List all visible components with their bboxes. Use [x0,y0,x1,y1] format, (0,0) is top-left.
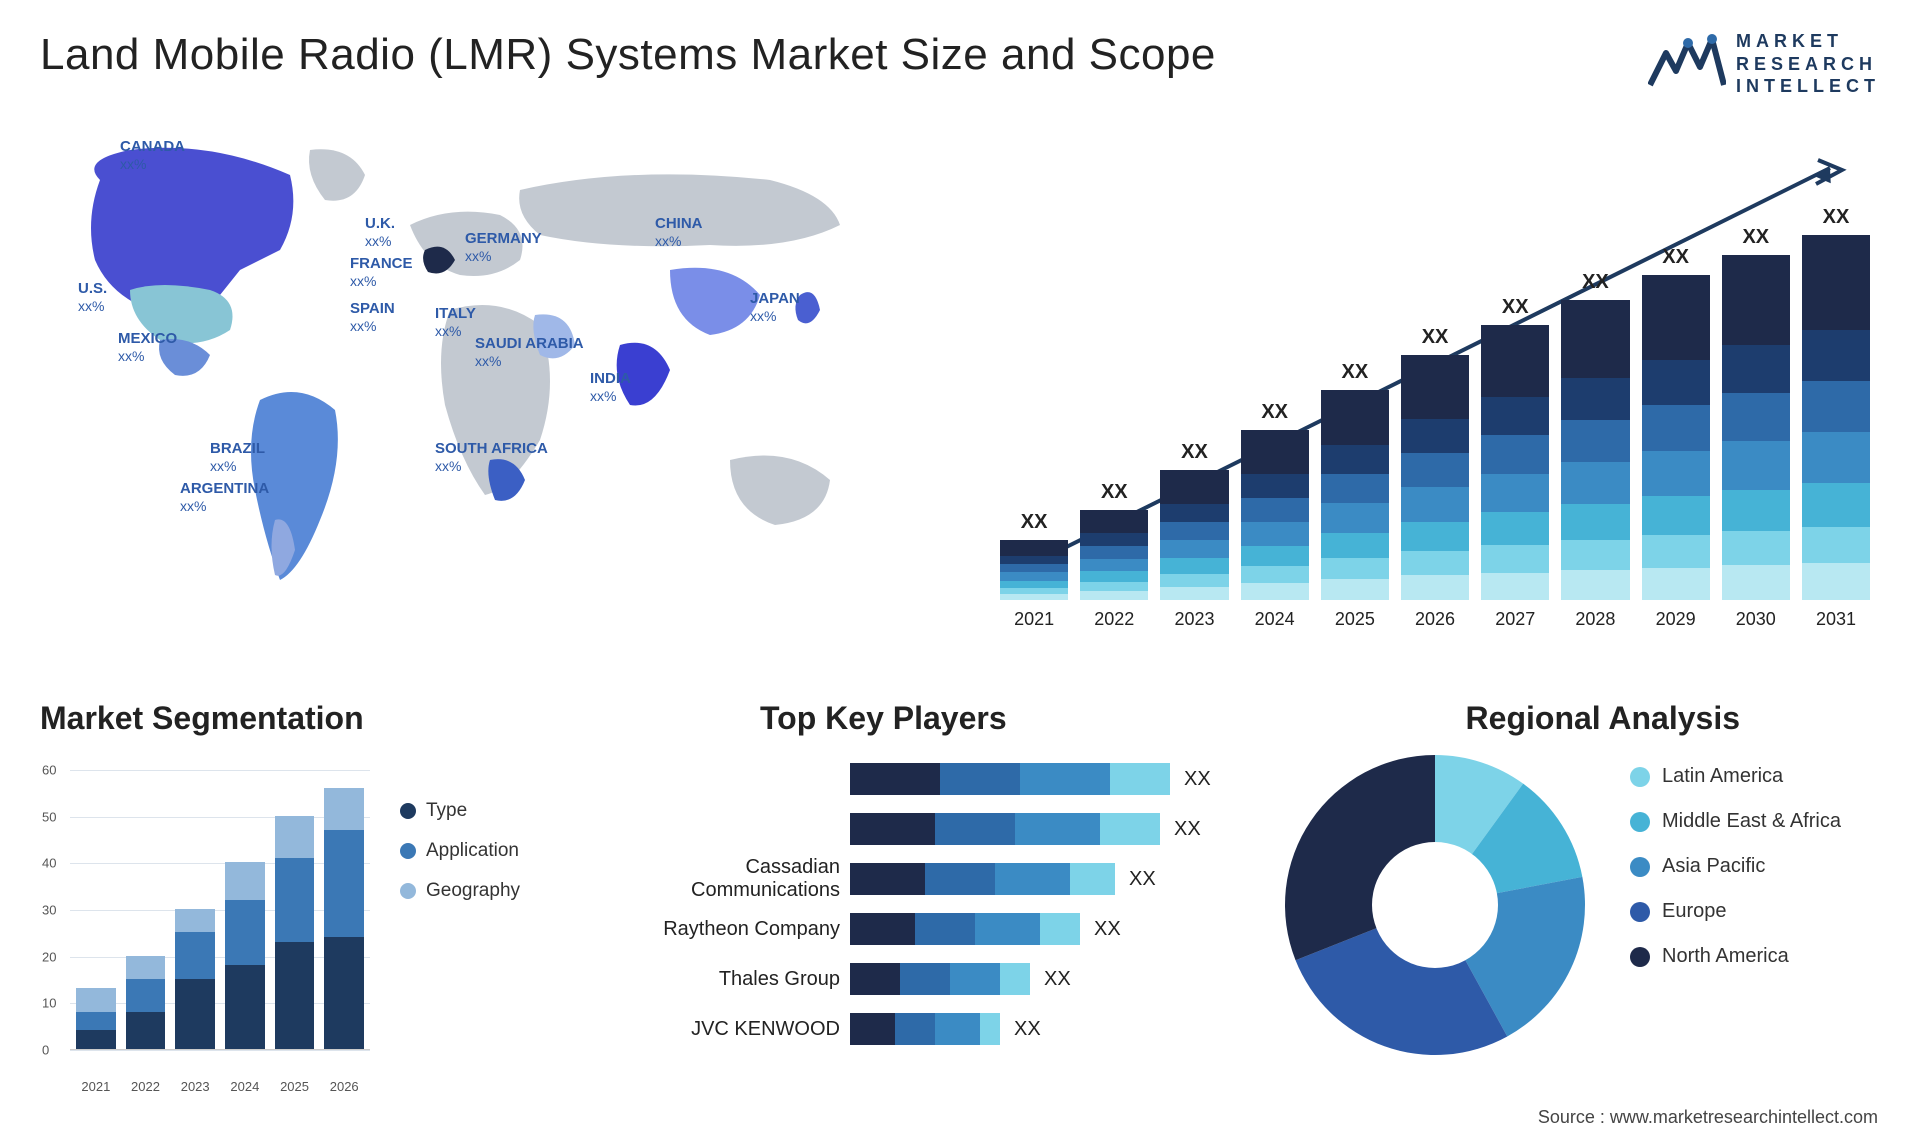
segmentation-chart: 0102030405060 202120222023202420252026 T… [30,750,580,1090]
seg-legend-item: Geography [400,880,520,902]
player-name: JVC KENWOOD [600,1018,850,1041]
regional-title: Regional Analysis [1466,700,1740,737]
growth-year-label: 2031 [1802,609,1870,630]
regional-legend-item: Europe [1630,900,1841,923]
map-label: FRANCExx% [350,255,413,291]
world-map: CANADAxx% U.S.xx% MEXICOxx% BRAZILxx% ARGENT… [30,120,930,640]
player-value: XX [1044,968,1071,991]
player-value: XX [1129,868,1156,891]
segmentation-legend: Type Application Geography [400,800,520,920]
player-row: Thales Group XX [600,960,1250,998]
logo-text-1: MARKET [1736,30,1880,53]
player-row: XX [600,760,1250,798]
map-label: CHINAxx% [655,215,703,251]
seg-year-label: 2021 [76,1079,116,1094]
world-map-svg [30,120,930,640]
seg-bar [225,862,265,1049]
seg-bar [324,788,364,1049]
regional-legend-item: Middle East & Africa [1630,810,1841,833]
growth-year-label: 2030 [1722,609,1790,630]
segmentation-title: Market Segmentation [40,700,364,737]
seg-year-label: 2026 [324,1079,364,1094]
growth-bar: XX [1241,401,1309,600]
map-label: JAPANxx% [750,290,800,326]
donut-svg [1280,750,1590,1060]
map-label: SPAINxx% [350,300,395,336]
seg-ytick: 30 [42,903,56,918]
player-row: Cassadian CommunicationsXX [600,860,1250,898]
map-label: U.K.xx% [365,215,395,251]
seg-year-label: 2024 [225,1079,265,1094]
growth-bar: XX [1080,481,1148,600]
seg-bar [126,956,166,1049]
growth-year-label: 2024 [1241,609,1309,630]
map-label: GERMANYxx% [465,230,542,266]
player-name: Cassadian Communications [600,856,850,902]
regional-legend-item: North America [1630,945,1841,968]
growth-bar: XX [1802,206,1870,600]
growth-bar: XX [1401,326,1469,600]
seg-ytick: 60 [42,763,56,778]
seg-legend-item: Application [400,840,520,862]
seg-year-label: 2022 [126,1079,166,1094]
growth-bar: XX [1481,296,1549,600]
logo-icon [1648,33,1726,95]
seg-ytick: 0 [42,1043,49,1058]
growth-chart: XXXXXXXXXXXXXXXXXXXXXX 20212022202320242… [1000,150,1870,630]
growth-year-label: 2021 [1000,609,1068,630]
seg-ytick: 50 [42,809,56,824]
players-title: Top Key Players [760,700,1007,737]
seg-ytick: 20 [42,949,56,964]
seg-year-label: 2023 [175,1079,215,1094]
growth-year-label: 2028 [1561,609,1629,630]
seg-bar [175,909,215,1049]
logo-text-2: RESEARCH [1736,53,1880,76]
map-label: ARGENTINAxx% [180,480,269,516]
seg-year-label: 2025 [275,1079,315,1094]
regional-chart: Latin America Middle East & Africa Asia Pa… [1260,750,1880,1090]
player-value: XX [1094,918,1121,941]
growth-bar: XX [1722,226,1790,600]
brand-logo: MARKET RESEARCH INTELLECT [1648,30,1880,98]
player-value: XX [1184,768,1211,791]
map-label: MEXICOxx% [118,330,177,366]
player-value: XX [1014,1018,1041,1041]
growth-year-label: 2026 [1401,609,1469,630]
growth-year-label: 2023 [1160,609,1228,630]
growth-year-label: 2027 [1481,609,1549,630]
growth-bar: XX [1642,246,1710,600]
regional-legend-item: Asia Pacific [1630,855,1841,878]
player-row: JVC KENWOOD XX [600,1010,1250,1048]
players-chart: XXXXCassadian CommunicationsXXRaytheon C… [600,750,1250,1090]
map-label: ITALYxx% [435,305,476,341]
growth-year-label: 2022 [1080,609,1148,630]
seg-legend-item: Type [400,800,520,822]
growth-bar: XX [1000,511,1068,600]
map-label: BRAZILxx% [210,440,265,476]
player-name: Thales Group [600,968,850,991]
logo-text-3: INTELLECT [1736,75,1880,98]
regional-legend: Latin America Middle East & Africa Asia Pa… [1630,765,1841,990]
growth-bar: XX [1321,361,1389,600]
map-label: U.S.xx% [78,280,107,316]
seg-ytick: 40 [42,856,56,871]
growth-year-label: 2029 [1642,609,1710,630]
growth-year-label: 2025 [1321,609,1389,630]
map-label: CANADAxx% [120,138,185,174]
map-label: SOUTH AFRICAxx% [435,440,548,476]
player-row: Raytheon Company XX [600,910,1250,948]
player-value: XX [1174,818,1201,841]
map-label: INDIAxx% [590,370,631,406]
seg-bar [76,988,116,1049]
seg-ytick: 10 [42,996,56,1011]
player-name: Raytheon Company [600,918,850,941]
source-text: Source : www.marketresearchintellect.com [1538,1107,1878,1128]
map-label: SAUDI ARABIAxx% [475,335,584,371]
seg-bar [275,816,315,1049]
player-row: XX [600,810,1250,848]
page-title: Land Mobile Radio (LMR) Systems Market S… [40,30,1216,80]
growth-bar: XX [1160,441,1228,600]
regional-legend-item: Latin America [1630,765,1841,788]
growth-bar: XX [1561,271,1629,600]
